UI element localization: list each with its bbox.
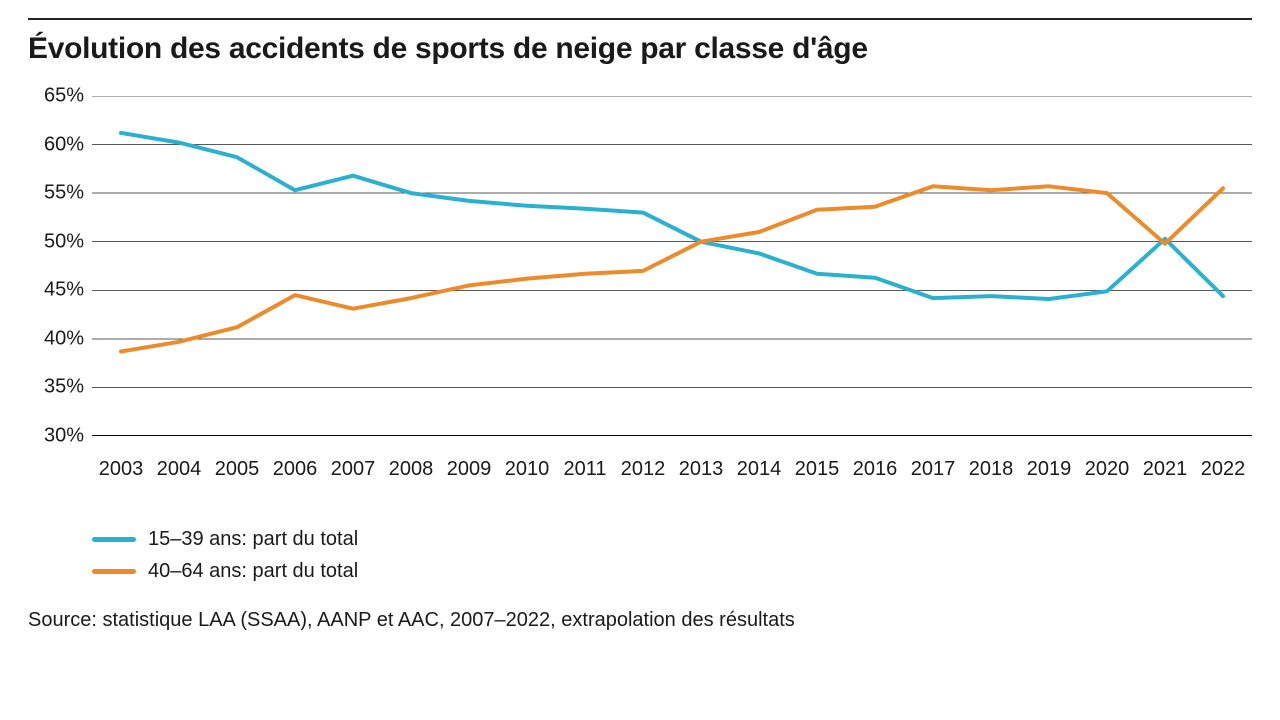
x-tick-label: 2016 [846, 458, 904, 481]
x-tick-label: 2010 [498, 458, 556, 481]
y-tick-label: 50% [44, 230, 84, 253]
x-tick-label: 2020 [1078, 458, 1136, 481]
x-axis: 2003200420052006200720082009201020112012… [92, 458, 1252, 481]
legend-label: 15–39 ans: part du total [148, 523, 358, 555]
x-tick-label: 2012 [614, 458, 672, 481]
legend-swatch [92, 569, 136, 574]
x-tick-label: 2007 [324, 458, 382, 481]
x-tick-label: 2004 [150, 458, 208, 481]
x-tick-label: 2015 [788, 458, 846, 481]
legend: 15–39 ans: part du total 40–64 ans: part… [92, 523, 1252, 587]
x-tick-label: 2008 [382, 458, 440, 481]
y-tick-label: 30% [44, 425, 84, 448]
y-tick-label: 65% [44, 85, 84, 108]
x-tick-label: 2018 [962, 458, 1020, 481]
y-tick-label: 40% [44, 327, 84, 350]
x-tick-label: 2022 [1194, 458, 1252, 481]
y-tick-label: 55% [44, 182, 84, 205]
x-tick-label: 2019 [1020, 458, 1078, 481]
top-rule [28, 18, 1252, 20]
plot-svg [92, 96, 1252, 436]
chart-title: Évolution des accidents de sports de nei… [28, 32, 1252, 66]
legend-item: 40–64 ans: part du total [92, 555, 1252, 587]
series-s1 [121, 133, 1223, 299]
y-tick-label: 60% [44, 133, 84, 156]
source-text: Source: statistique LAA (SSAA), AANP et … [28, 609, 1252, 632]
x-tick-label: 2011 [556, 458, 614, 481]
plot-area [92, 96, 1252, 436]
y-tick-label: 35% [44, 376, 84, 399]
chart-container: Évolution des accidents de sports de nei… [0, 0, 1280, 720]
x-tick-label: 2021 [1136, 458, 1194, 481]
x-tick-label: 2013 [672, 458, 730, 481]
x-tick-label: 2006 [266, 458, 324, 481]
x-tick-label: 2009 [440, 458, 498, 481]
series-s2 [121, 186, 1223, 351]
y-axis: 30%35%40%45%50%55%60%65% [28, 96, 92, 436]
legend-item: 15–39 ans: part du total [92, 523, 1252, 555]
x-tick-label: 2017 [904, 458, 962, 481]
y-tick-label: 45% [44, 279, 84, 302]
x-tick-label: 2014 [730, 458, 788, 481]
legend-swatch [92, 537, 136, 542]
legend-label: 40–64 ans: part du total [148, 555, 358, 587]
x-tick-label: 2003 [92, 458, 150, 481]
plot-row: 30%35%40%45%50%55%60%65% [28, 96, 1252, 436]
x-tick-label: 2005 [208, 458, 266, 481]
